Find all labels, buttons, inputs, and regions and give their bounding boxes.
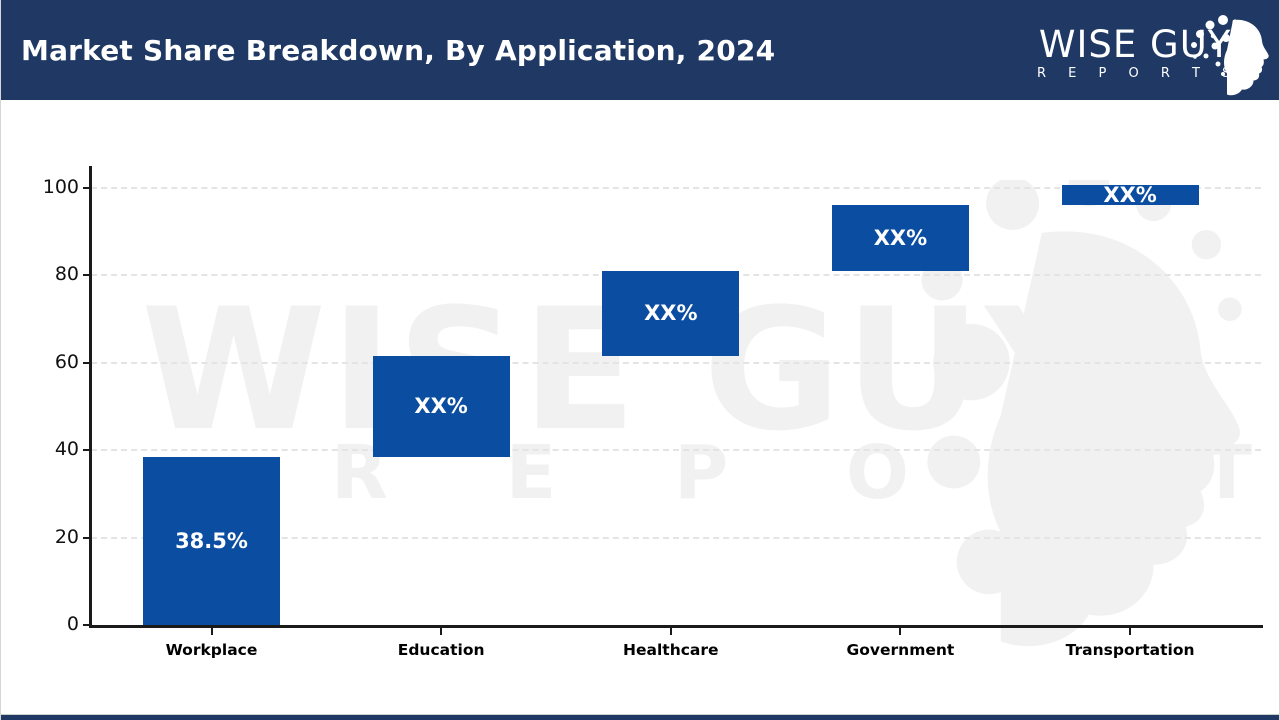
y-tick-mark [83,274,91,276]
x-category-label: Government [846,641,955,659]
gridline-20 [91,536,1261,539]
brand-subtext: R E P O R T S [1037,66,1240,81]
y-tick-label: 60 [54,350,79,373]
x-tick-mark [669,627,672,635]
bar-value-label: XX% [644,301,698,326]
x-tick-mark [899,627,902,635]
bar-value-label: XX% [873,225,928,250]
gridline-100 [91,186,1261,189]
watermark-head-icon [921,180,1242,647]
bar-value-label: XX% [414,394,468,419]
y-axis-line [89,165,92,627]
x-tick-mark [440,627,443,635]
y-tick-label: 0 [66,613,79,635]
gridline-60 [91,361,1261,364]
bar-healthcare: XX% [602,270,740,356]
card-bottom-border [1,714,1279,715]
bar-workplace: 38.5% [143,456,280,625]
y-tick-label: 80 [54,263,79,285]
y-tick-label: 100 [42,175,79,198]
bar-transportation: XX% [1061,183,1199,208]
y-tick-label: 40 [54,438,79,460]
x-tick-mark [1129,627,1132,635]
brand-logo: WISE GUY R E P O R T S [1013,8,1269,96]
x-category-label: Education [397,641,485,659]
y-tick-mark [83,449,91,451]
brand-head-icon [1191,15,1269,96]
bar-value-label: 38.5% [175,528,248,553]
chart-title: Market Share Breakdown, By Application, … [21,34,776,67]
bar-government: XX% [831,205,969,271]
y-tick-label: 20 [54,525,79,548]
x-category-label: Workplace [165,641,258,659]
bar-value-label: XX% [1103,183,1157,208]
gridline-40 [91,449,1261,451]
x-tick-mark [210,627,213,635]
footer-bar [1,715,1279,720]
y-tick-mark [83,536,91,539]
header-bar: Market Share Breakdown, By Application, … [1,0,1279,100]
y-tick-mark [83,624,91,626]
y-tick-mark [83,361,91,364]
y-tick-mark [83,186,91,189]
x-category-label: Transportation [1065,641,1195,659]
x-axis-line [89,625,1263,628]
plot-area: 0 20 40 60 80 100 38.5% Workplace XX% Education XX… [1,100,1279,716]
x-category-label: Healthcare [623,641,719,659]
bar-education: XX% [372,355,510,457]
